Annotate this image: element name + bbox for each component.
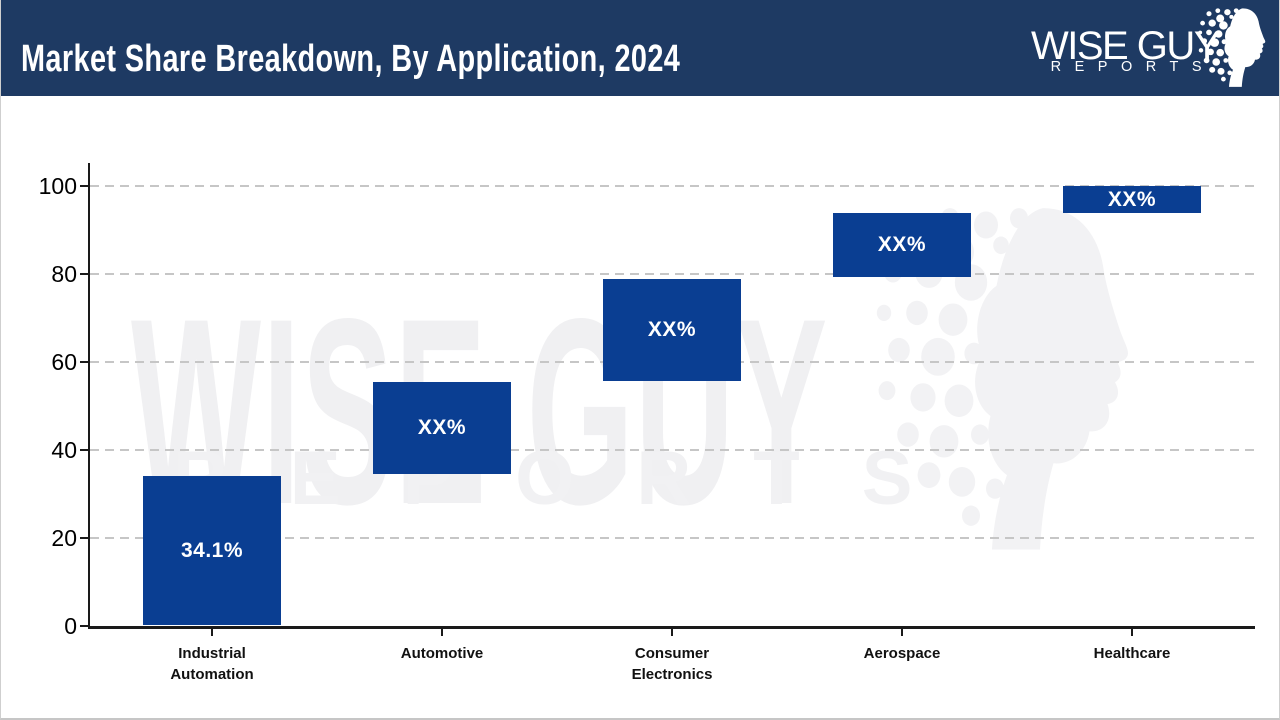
brand-name: WISE GUY	[1030, 24, 1221, 68]
gridline	[90, 536, 1255, 539]
y-tick-label: 80	[51, 260, 77, 287]
bar-value-label: XX%	[877, 232, 927, 256]
y-tick-label: 20	[51, 524, 77, 551]
bar: XX%	[603, 278, 741, 382]
y-axis-tick	[80, 360, 89, 363]
y-tick-label: 40	[51, 436, 77, 463]
bar-value-label: 34.1%	[180, 538, 244, 562]
x-axis-tick	[211, 628, 213, 636]
gridline	[90, 272, 1255, 275]
page-title-text: Market Share Breakdown, By Application, …	[21, 38, 681, 80]
brand-reports-label: REPORTS	[1050, 59, 1215, 75]
header: Market Share Breakdown, By Application, …	[1, 0, 1279, 96]
y-tick-label: 60	[51, 348, 77, 375]
x-category-label: Healthcare	[1093, 644, 1171, 662]
y-axis-tick	[80, 536, 89, 539]
x-category-label: Automotive	[400, 644, 484, 662]
x-axis-line	[89, 625, 1255, 629]
brand-head-icon	[1198, 8, 1266, 87]
bar-value-label: XX%	[647, 317, 697, 341]
bar: XX%	[833, 212, 971, 277]
x-category-label: Aerospace	[863, 644, 941, 662]
y-tick-label: 0	[64, 612, 77, 639]
x-axis-tick	[1131, 628, 1133, 636]
x-category-label: Consumer Electronics	[631, 644, 713, 683]
y-tick-label: 100	[38, 173, 77, 199]
y-axis-tick	[80, 624, 89, 627]
bar-value-label: XX%	[1107, 187, 1157, 211]
bar: XX%	[373, 382, 511, 475]
y-axis-tick	[80, 185, 89, 187]
gridline	[90, 185, 1255, 187]
bar: 34.1%	[143, 475, 281, 626]
page-title: Market Share Breakdown, By Application, …	[21, 38, 888, 81]
gridline	[90, 448, 1255, 451]
bar-value-label: XX%	[417, 416, 467, 440]
x-axis-tick	[671, 628, 673, 636]
x-axis-tick	[901, 628, 903, 636]
x-category-label: Industrial Automation	[170, 644, 254, 683]
plot-area: 0 20 40 60 80 100 34.1% Industrial Automation XX…	[1, 96, 1279, 718]
bar: XX%	[1063, 186, 1201, 213]
x-axis-tick	[441, 628, 443, 636]
watermark-reports-text: REPORTS	[173, 436, 975, 521]
y-axis-line	[87, 163, 90, 629]
y-axis-tick	[80, 448, 89, 451]
y-axis-tick	[80, 272, 89, 275]
